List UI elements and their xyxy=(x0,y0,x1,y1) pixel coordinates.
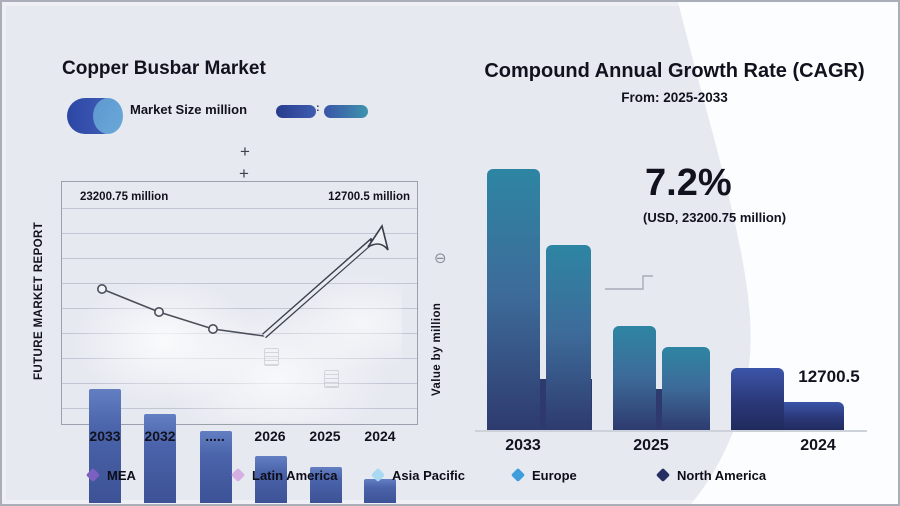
x-tick-ellipsis: ..... xyxy=(205,428,225,444)
diamond-icon xyxy=(655,467,671,483)
page-title: Copper Busbar Market xyxy=(62,58,266,79)
bar-2033 xyxy=(89,389,121,503)
cagr-bar-2024-b xyxy=(784,402,844,431)
x-axis-baseline xyxy=(475,430,867,432)
legend-label: MEA xyxy=(107,467,136,483)
legend-item-north-america: North America xyxy=(655,467,767,483)
plus-icon[interactable]: + xyxy=(239,164,249,183)
plus-icon[interactable]: + xyxy=(240,142,250,161)
document-ghost-icon xyxy=(324,370,339,388)
legend-label: Latin America xyxy=(252,467,338,483)
bar-2025 xyxy=(310,467,342,503)
x-tick-2033: 2033 xyxy=(89,428,121,444)
document-ghost-icon xyxy=(264,348,279,366)
diamond-icon xyxy=(510,467,526,483)
x-tick-2033: 2033 xyxy=(505,437,541,454)
bar-2024 xyxy=(364,479,396,503)
legend-label: Asia Pacific xyxy=(392,467,465,483)
x-tick-2026: 2026 xyxy=(254,428,286,444)
ratio-separator: : xyxy=(316,102,320,114)
cagr-bar-2025-b xyxy=(662,347,710,431)
chart-background-cloud xyxy=(72,242,402,422)
value-callout-12700: 12700.5 xyxy=(798,367,860,386)
legend-item-europe: Europe xyxy=(510,467,577,483)
cagr-value: 7.2% xyxy=(645,162,732,204)
cagr-subtitle: From: 2025-2033 xyxy=(621,90,728,105)
value-axis-label: Value by million xyxy=(431,302,443,396)
x-tick-2024: 2024 xyxy=(364,428,396,444)
cagr-basis-note: (USD, 23200.75 million) xyxy=(643,210,787,225)
chart-max-value-label: 23200.75 million xyxy=(80,191,169,203)
cagr-bar-2024-a xyxy=(731,368,784,431)
market-size-label: Market Size million xyxy=(130,102,248,117)
bar-2026 xyxy=(255,456,287,503)
watermark-side-label: FUTURE MARKET REPORT xyxy=(33,221,45,381)
cagr-bar-2033-a xyxy=(487,169,540,431)
bar-2032 xyxy=(144,414,176,503)
ratio-pill-left xyxy=(276,105,316,118)
cagr-bar-2033-b xyxy=(546,245,591,431)
cagr-header: Compound Annual Growth Rate (CAGR) From:… xyxy=(457,60,892,105)
x-tick-2024: 2024 xyxy=(800,437,836,454)
cagr-bar-2025-a xyxy=(613,326,656,431)
diamond-icon xyxy=(230,467,246,483)
chart-end-value-label: 12700.5 million xyxy=(328,191,410,203)
callout-connector xyxy=(605,275,653,290)
legend-item-latin-america: Latin America xyxy=(230,467,338,483)
cylinder-cap xyxy=(93,98,123,134)
legend-label: North America xyxy=(677,467,767,483)
bar-mid-years xyxy=(200,431,232,503)
minus-circle-icon[interactable]: ⊖ xyxy=(434,250,447,267)
diamond-icon xyxy=(85,467,101,483)
x-tick-2032: 2032 xyxy=(144,428,176,444)
ratio-pill-right xyxy=(324,105,368,118)
diamond-icon xyxy=(370,467,386,483)
legend-item-mea: MEA xyxy=(85,467,136,483)
cylinder-3d-icon xyxy=(67,98,123,134)
legend-item-asia-pacific: Asia Pacific xyxy=(370,467,465,483)
legend-label: Europe xyxy=(532,467,577,483)
x-tick-2025: 2025 xyxy=(309,428,341,444)
x-tick-2025: 2025 xyxy=(633,437,669,454)
cagr-title: Compound Annual Growth Rate (CAGR) xyxy=(484,60,865,82)
